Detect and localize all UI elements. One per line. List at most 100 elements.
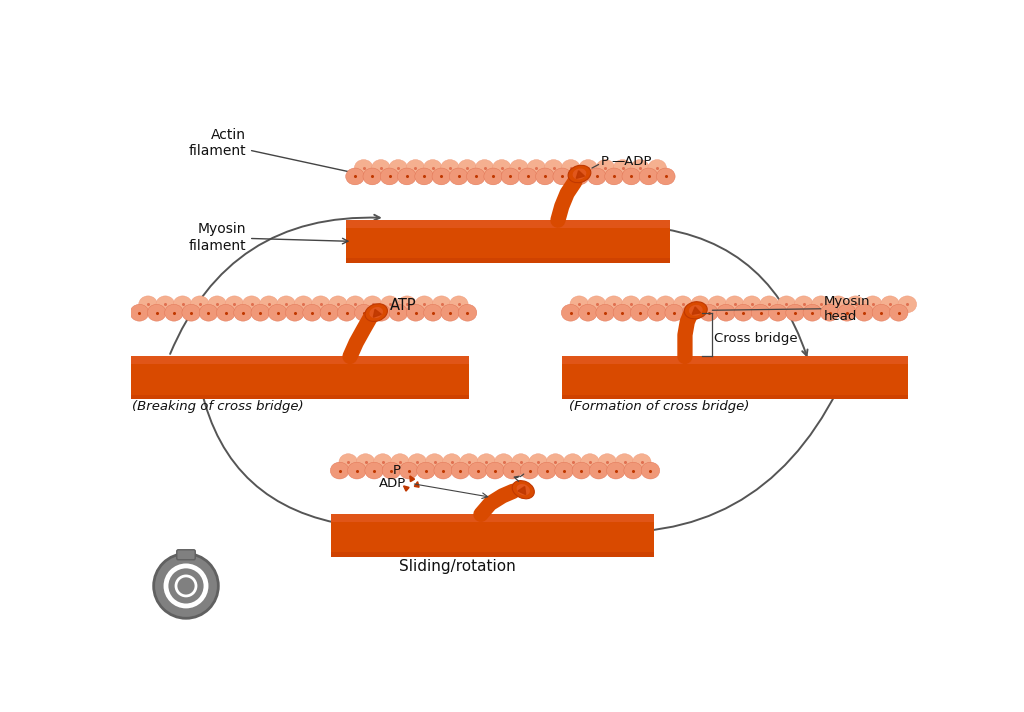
Ellipse shape xyxy=(503,462,521,479)
Ellipse shape xyxy=(382,462,400,479)
Ellipse shape xyxy=(769,304,787,321)
Ellipse shape xyxy=(734,304,753,321)
Ellipse shape xyxy=(512,481,535,499)
Ellipse shape xyxy=(674,296,692,313)
Ellipse shape xyxy=(598,454,616,471)
Ellipse shape xyxy=(631,159,649,177)
Ellipse shape xyxy=(501,168,520,185)
Polygon shape xyxy=(415,481,419,487)
Ellipse shape xyxy=(380,168,398,185)
Ellipse shape xyxy=(495,454,513,471)
Ellipse shape xyxy=(639,296,657,313)
Ellipse shape xyxy=(424,304,442,321)
Ellipse shape xyxy=(329,296,347,313)
Ellipse shape xyxy=(434,462,453,479)
Ellipse shape xyxy=(520,462,539,479)
Ellipse shape xyxy=(458,304,477,321)
Ellipse shape xyxy=(648,159,667,177)
Ellipse shape xyxy=(354,304,373,321)
Ellipse shape xyxy=(346,296,365,313)
Ellipse shape xyxy=(372,304,390,321)
Ellipse shape xyxy=(820,304,839,321)
Ellipse shape xyxy=(156,296,175,313)
Bar xyxy=(131,357,469,364)
Bar xyxy=(562,357,908,364)
Ellipse shape xyxy=(785,304,805,321)
Ellipse shape xyxy=(613,304,632,321)
Ellipse shape xyxy=(656,168,675,185)
Ellipse shape xyxy=(570,296,589,313)
Ellipse shape xyxy=(442,454,461,471)
Polygon shape xyxy=(577,171,585,179)
Ellipse shape xyxy=(294,296,312,313)
Ellipse shape xyxy=(752,304,770,321)
Ellipse shape xyxy=(399,462,418,479)
Text: —ADP: —ADP xyxy=(611,155,652,168)
Ellipse shape xyxy=(563,454,582,471)
Bar xyxy=(131,394,469,399)
Bar xyxy=(562,394,908,399)
Ellipse shape xyxy=(233,304,252,321)
Ellipse shape xyxy=(516,484,530,496)
Ellipse shape xyxy=(606,462,626,479)
Ellipse shape xyxy=(536,168,554,185)
Ellipse shape xyxy=(484,168,503,185)
Ellipse shape xyxy=(890,304,908,321)
Ellipse shape xyxy=(512,454,530,471)
Ellipse shape xyxy=(458,159,476,177)
Ellipse shape xyxy=(863,296,882,313)
Bar xyxy=(331,553,654,557)
Ellipse shape xyxy=(803,304,821,321)
Ellipse shape xyxy=(450,168,468,185)
Ellipse shape xyxy=(165,304,183,321)
Ellipse shape xyxy=(485,462,504,479)
Bar xyxy=(346,258,670,263)
Text: Actin
filament: Actin filament xyxy=(188,128,349,172)
Ellipse shape xyxy=(898,296,916,313)
Ellipse shape xyxy=(372,159,390,177)
Ellipse shape xyxy=(581,454,599,471)
Ellipse shape xyxy=(546,454,565,471)
Ellipse shape xyxy=(423,159,442,177)
Ellipse shape xyxy=(354,159,373,177)
Ellipse shape xyxy=(440,159,460,177)
Ellipse shape xyxy=(346,168,365,185)
FancyBboxPatch shape xyxy=(177,550,196,560)
Ellipse shape xyxy=(604,296,623,313)
Bar xyxy=(331,514,654,522)
Text: (Formation of cross bridge): (Formation of cross bridge) xyxy=(569,400,750,414)
Ellipse shape xyxy=(417,462,435,479)
Ellipse shape xyxy=(477,454,496,471)
Ellipse shape xyxy=(450,296,468,313)
Ellipse shape xyxy=(397,296,417,313)
Text: Cross bridge: Cross bridge xyxy=(714,333,798,345)
Ellipse shape xyxy=(568,165,591,183)
Ellipse shape xyxy=(538,462,556,479)
Polygon shape xyxy=(518,486,525,495)
Ellipse shape xyxy=(605,168,624,185)
Ellipse shape xyxy=(391,454,410,471)
Ellipse shape xyxy=(528,454,548,471)
Ellipse shape xyxy=(268,304,287,321)
Ellipse shape xyxy=(365,462,383,479)
Ellipse shape xyxy=(708,296,727,313)
Bar xyxy=(346,220,670,263)
Ellipse shape xyxy=(415,168,433,185)
Ellipse shape xyxy=(795,296,813,313)
Ellipse shape xyxy=(829,296,848,313)
Text: Myosin
filament: Myosin filament xyxy=(188,222,348,253)
Ellipse shape xyxy=(303,304,322,321)
Ellipse shape xyxy=(855,304,873,321)
Ellipse shape xyxy=(518,168,537,185)
Ellipse shape xyxy=(689,305,702,315)
Ellipse shape xyxy=(641,462,659,479)
Ellipse shape xyxy=(639,168,657,185)
Ellipse shape xyxy=(441,304,460,321)
Ellipse shape xyxy=(331,462,349,479)
Ellipse shape xyxy=(364,296,382,313)
Ellipse shape xyxy=(260,296,279,313)
Ellipse shape xyxy=(337,304,356,321)
Ellipse shape xyxy=(665,304,683,321)
Ellipse shape xyxy=(760,296,778,313)
Ellipse shape xyxy=(699,304,718,321)
